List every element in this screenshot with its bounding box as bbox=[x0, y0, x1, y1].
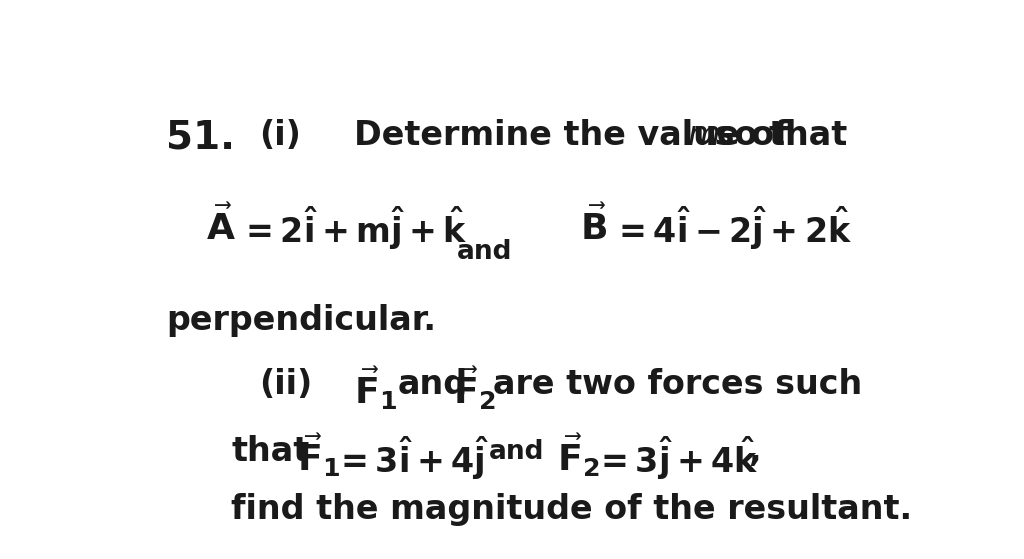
Text: $\vec{\mathbf{B}}$: $\vec{\mathbf{B}}$ bbox=[581, 205, 607, 247]
Text: (ii): (ii) bbox=[259, 368, 312, 401]
Text: $\vec{\mathbf{F}}_\mathbf{2}$: $\vec{\mathbf{F}}_\mathbf{2}$ bbox=[454, 364, 496, 412]
Text: $\mathbf{= 3\hat{j} + 4\hat{k}}$: $\mathbf{= 3\hat{j} + 4\hat{k}}$ bbox=[594, 435, 759, 482]
Text: $\vec{\mathbf{F}}_\mathbf{2}$: $\vec{\mathbf{F}}_\mathbf{2}$ bbox=[557, 431, 599, 479]
Text: $\vec{\mathbf{A}}$: $\vec{\mathbf{A}}$ bbox=[206, 205, 236, 247]
Text: $\mathbf{= 4\hat{i} - 2\hat{j} + 2\hat{k}}$: $\mathbf{= 4\hat{i} - 2\hat{j} + 2\hat{k… bbox=[612, 205, 852, 252]
Text: Determine the value of: Determine the value of bbox=[354, 119, 801, 151]
Text: and: and bbox=[489, 439, 545, 466]
Text: $\mathit{m}$: $\mathit{m}$ bbox=[687, 119, 720, 151]
Text: 51.: 51. bbox=[166, 119, 236, 157]
Text: ,: , bbox=[749, 435, 761, 468]
Text: perpendicular.: perpendicular. bbox=[166, 304, 436, 337]
Text: $\mathbf{= 2\hat{i} + m\hat{j} + \hat{k}}$: $\mathbf{= 2\hat{i} + m\hat{j} + \hat{k}… bbox=[240, 205, 468, 252]
Text: and: and bbox=[397, 368, 468, 401]
Text: $\vec{\mathbf{F}}_\mathbf{1}$: $\vec{\mathbf{F}}_\mathbf{1}$ bbox=[297, 431, 340, 479]
Text: find the magnitude of the resultant.: find the magnitude of the resultant. bbox=[231, 493, 912, 526]
Text: (i): (i) bbox=[259, 119, 301, 151]
Text: so that: so that bbox=[703, 119, 848, 151]
Text: that: that bbox=[231, 435, 309, 468]
Text: $\mathbf{= 3\hat{i} + 4\hat{j}}$: $\mathbf{= 3\hat{i} + 4\hat{j}}$ bbox=[334, 435, 489, 482]
Text: $\vec{\mathbf{F}}_\mathbf{1}$: $\vec{\mathbf{F}}_\mathbf{1}$ bbox=[354, 364, 397, 412]
Text: are two forces such: are two forces such bbox=[494, 368, 862, 401]
Text: and: and bbox=[458, 239, 513, 266]
